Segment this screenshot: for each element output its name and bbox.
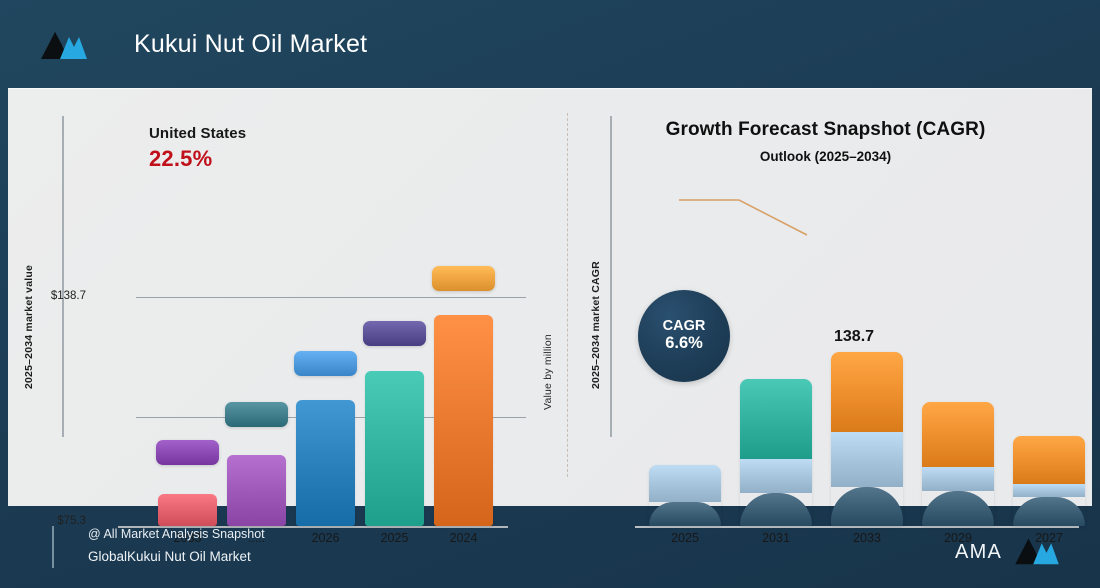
- footer-accent-rule: [52, 526, 54, 568]
- right-xlabel-2025: 2025: [671, 531, 699, 545]
- left-bar-2024: [434, 314, 493, 526]
- right-segment-2031-top: [740, 378, 812, 459]
- left-ytick-top: $138.7: [50, 290, 86, 302]
- left-xlabel-2024: 2024: [449, 531, 478, 545]
- left-secondary-axis-title: Value by million: [542, 334, 554, 410]
- footer-line-1: @ All Market Analysis Snapshot: [88, 527, 265, 541]
- right-bar-2025: [649, 465, 721, 526]
- right-segment-2025-mid: [649, 465, 721, 502]
- left-cap-2033: [156, 440, 219, 466]
- right-bar-2029: [922, 401, 994, 526]
- header-bar: Kukui Nut Oil Market: [0, 0, 1100, 88]
- right-segment-2033-top: [831, 351, 903, 432]
- right-segment-2027-mid: [1013, 483, 1085, 498]
- left-cap-2024: [432, 265, 495, 291]
- left-xlabel-.....: .....: [247, 531, 266, 545]
- footer-brand-text: AMA: [955, 541, 1002, 563]
- region-cagr-value: 22.5%: [149, 146, 213, 171]
- right-segment-2033-mid: [831, 431, 903, 487]
- left-gridline-top: [136, 297, 526, 298]
- left-cap-2025: [363, 320, 426, 346]
- cagr-badge-value: 6.6%: [665, 334, 703, 353]
- page-title: Kukui Nut Oil Market: [134, 29, 368, 58]
- right-bar-2033: [831, 351, 903, 526]
- left-y-axis-line: [62, 116, 64, 437]
- left-cap-.....: [225, 402, 288, 428]
- right-segment-2031-mid: [740, 458, 812, 493]
- content-card: United States 22.5% 2025–2034 market val…: [8, 88, 1092, 545]
- right-chart-title: Growth Forecast Snapshot (CAGR): [665, 119, 986, 140]
- left-baseline: [118, 526, 508, 528]
- left-cap-2026: [294, 350, 357, 376]
- footer-bar: @ All Market Analysis Snapshot GlobalKuk…: [0, 506, 1100, 588]
- right-segment-2025-base: [649, 501, 721, 526]
- left-bar-2026: [296, 400, 355, 526]
- left-ytick-bottom: $75.3: [57, 515, 86, 527]
- right-xlabel-2033: 2033: [853, 531, 881, 545]
- ama-mountain-logo-icon: [40, 25, 88, 63]
- right-xlabel-2029: 2029: [944, 531, 972, 545]
- right-chart-subtitle: Outlook (2025–2034): [759, 149, 892, 164]
- right-xlabel-2027: 2027: [1035, 531, 1063, 545]
- cagr-badge: CAGR 6.6%: [638, 290, 730, 382]
- left-bar-.....: [227, 455, 286, 526]
- peak-value-annotation: 138.7: [834, 328, 875, 345]
- left-xlabel-2025: 2025: [380, 531, 409, 545]
- right-y-axis-title: 2025–2034 market CAGR: [590, 261, 602, 389]
- right-bar-2031: [740, 378, 812, 526]
- cagr-badge-label: CAGR: [662, 318, 706, 335]
- right-chart-panel: Growth Forecast Snapshot (CAGR) Outlook …: [559, 89, 1092, 545]
- panel-divider: [567, 113, 568, 477]
- right-baseline: [635, 526, 1079, 528]
- right-segment-2029-mid: [922, 466, 994, 492]
- ama-mountain-logo-icon: [1014, 532, 1060, 573]
- right-y-axis-line: [610, 116, 612, 437]
- footer-text-block: @ All Market Analysis Snapshot GlobalKuk…: [88, 523, 265, 569]
- right-xlabel-2031: 2031: [762, 531, 790, 545]
- right-segment-2027-base: [1013, 497, 1085, 526]
- right-bar-2027: [1013, 435, 1085, 526]
- right-segment-2027-top: [1013, 435, 1085, 484]
- footer-brand: AMA: [955, 532, 1060, 573]
- left-bar-2033: [158, 493, 217, 526]
- left-chart-panel: United States 22.5% 2025–2034 market val…: [8, 89, 559, 545]
- right-segment-2029-top: [922, 401, 994, 467]
- left-xlabel-2026: 2026: [311, 531, 340, 545]
- left-xlabel-2033: 2033: [173, 531, 202, 545]
- left-y-axis-title: 2025–2034 market value: [23, 264, 35, 390]
- region-label: United States: [149, 125, 247, 142]
- left-bar-2025: [365, 370, 424, 526]
- footer-line-2: GlobalKukui Nut Oil Market: [88, 549, 251, 564]
